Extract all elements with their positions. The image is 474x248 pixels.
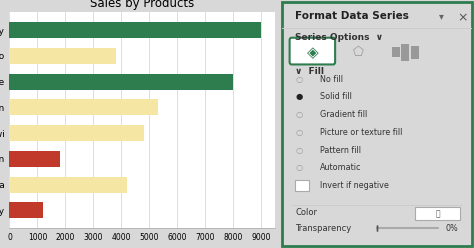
Bar — [9, 125, 144, 141]
Text: ○: ○ — [295, 110, 302, 119]
Text: Pattern fill: Pattern fill — [320, 146, 361, 155]
Bar — [9, 22, 261, 38]
Text: ▾: ▾ — [439, 11, 444, 21]
FancyBboxPatch shape — [290, 38, 335, 64]
Text: ⛽: ⛽ — [435, 209, 440, 218]
Text: Transparency: Transparency — [295, 223, 352, 233]
Text: Color: Color — [295, 208, 317, 217]
Bar — [401, 44, 409, 61]
Text: Invert if negative: Invert if negative — [320, 181, 389, 190]
Text: ◈: ◈ — [307, 45, 318, 60]
Text: Automatic: Automatic — [320, 163, 362, 172]
Bar — [9, 202, 43, 218]
Text: ×: × — [457, 11, 467, 24]
Bar — [9, 48, 116, 64]
Bar — [9, 151, 60, 167]
Bar — [9, 74, 233, 90]
Text: Picture or texture fill: Picture or texture fill — [320, 128, 402, 137]
Bar — [411, 46, 419, 59]
Title: Sales by Products: Sales by Products — [90, 0, 194, 10]
Text: ∨  Fill: ∨ Fill — [295, 67, 324, 76]
Text: No fill: No fill — [320, 75, 343, 84]
Text: Solid fill: Solid fill — [320, 92, 352, 101]
Text: ○: ○ — [295, 75, 302, 84]
Bar — [392, 47, 400, 57]
Bar — [9, 177, 127, 193]
Text: ○: ○ — [295, 146, 302, 155]
Text: Gradient fill: Gradient fill — [320, 110, 367, 119]
Text: ○: ○ — [295, 128, 302, 137]
Text: 0%: 0% — [445, 223, 458, 233]
Text: Format Data Series: Format Data Series — [295, 11, 409, 21]
FancyBboxPatch shape — [415, 207, 460, 220]
Bar — [9, 99, 157, 115]
Bar — [295, 180, 309, 191]
Text: ○: ○ — [295, 163, 302, 172]
Text: ⬠: ⬠ — [353, 46, 363, 59]
Text: ●: ● — [295, 92, 302, 101]
Text: Series Options  ∨: Series Options ∨ — [295, 33, 383, 42]
